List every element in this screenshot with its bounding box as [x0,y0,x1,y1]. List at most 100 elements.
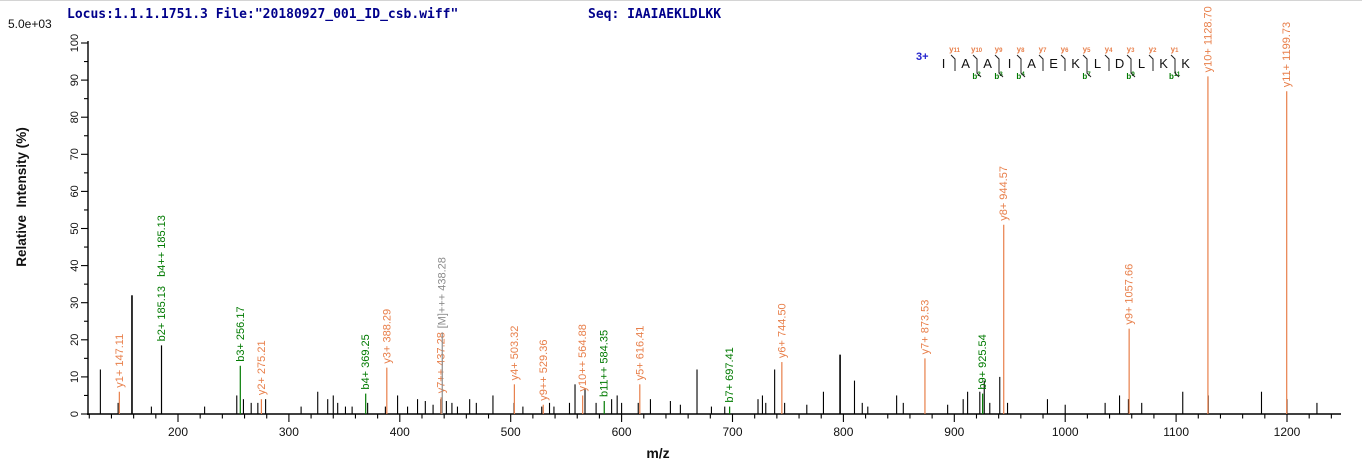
x-tick-label: 500 [501,425,521,439]
x-tick-label: 800 [833,425,853,439]
annotated-peak: y11+ 1199.73 [1281,22,1293,414]
y-ion-label: y 11 [949,45,960,54]
annotated-peak: y9++ 529.36 [538,340,550,414]
annotated-peak: y2+ 275.21 [256,340,268,414]
peak-label: y6+ 744.50 [776,303,788,358]
x-tick-label: 300 [279,425,299,439]
y-tick-label: 90 [69,74,81,86]
peak-label: b11++ 584.35 [599,330,611,397]
peak-label: y9++ 529.36 [538,340,550,401]
annotated-peak: b2+ 185.13 b4++ 185.13 [156,215,168,414]
y-axis-title: Relative Intensity (%) [14,127,29,267]
annotated-peak: b7+ 697.41 [724,347,736,414]
residue-letter: E [1049,55,1058,71]
peak-label: y7++ 437.28 [436,332,448,393]
residue-cell: A [1026,39,1038,85]
residue-letter: I [1007,55,1012,71]
residue-letter: A [961,55,970,71]
peak-label: y11+ 1199.73 [1281,22,1293,87]
x-tick-label: 600 [612,425,632,439]
residue-letter: K [1159,55,1168,71]
annotated-peak: b9+ 925.54 [977,334,989,414]
fragment-separator: y 11 [949,39,960,85]
residue-letter: K [1071,55,1080,71]
peak-label: [M]+++ 438.28 [437,257,449,328]
intensity-scale-label: 5.0e+03 [8,17,52,31]
residue-letter: L [1137,55,1146,71]
residue-cell: A [982,39,994,85]
locus-file-header: Locus:1.1.1.1751.3 File:"20180927_001_ID… [67,7,459,22]
annotated-peak: y8+ 944.57 [998,166,1010,414]
residue-cell: D [1114,39,1126,85]
annotated-peak: y1+ 147.11 [114,334,126,414]
fragment-separator: y 10 b 2 [971,39,982,85]
fragment-mark [972,54,981,78]
peak-label: y10++ 564.88 [577,324,589,391]
residue-letter: A [983,55,992,71]
y-tick-label: 0 [69,411,81,417]
x-tick-label: 1200 [1274,425,1301,439]
y-tick-label: 60 [69,185,81,197]
residue-cell: E [1048,39,1060,85]
y-tick-label: 70 [69,148,81,160]
residue-letter: I [941,55,946,71]
x-tick-label: 400 [390,425,410,439]
fragment-separator: y 1 b 11 [1169,39,1180,85]
peak-label: y7+ 873.53 [919,300,931,355]
residue-cell: A [960,39,972,85]
peak-label: y1+ 147.11 [114,334,126,388]
background-peaks [99,295,1318,414]
sequence-header: Seq: IAAIAEKLDLKK [588,7,722,22]
y-tick-label: 20 [69,334,81,346]
fragment-mark [1082,54,1091,78]
annotated-peak: b11++ 584.35 [599,330,611,414]
y-tick-label: 30 [69,297,81,309]
residue-letter: D [1114,55,1125,71]
precursor-charge: 3+ [916,51,929,63]
peak-label: b9+ 925.54 [977,334,989,389]
peak-label: y8+ 944.57 [998,166,1010,221]
peak-label: y3+ 388.29 [381,309,393,364]
x-tick-label: 1100 [1163,425,1189,439]
annotated-peak: y7++ 437.28 [436,332,448,414]
annotated-peak: b4+ 369.25 [360,334,372,414]
y-tick-label: 100 [69,34,81,52]
peak-label: b2+ 185.13 [156,286,168,341]
annotated-peak: y10++ 564.88 [577,324,589,414]
y-tick-label: 40 [69,259,81,271]
y-tick-label: 50 [69,222,81,234]
axes: 0 10 20 30 40 50 60 70 80 90 100 200 300 400 500 600 700… [69,34,1341,439]
peak-label: b7+ 697.41 [724,347,736,402]
y-tick-label: 10 [69,371,81,383]
residue-cell: K [1158,39,1170,85]
x-tick-label: 200 [168,425,188,439]
annotated-peak: y4+ 503.32 [509,326,521,414]
residue-letter: L [1093,55,1102,71]
residue-cell: K [1070,39,1082,85]
peak-label: y10+ 1128.70 [1202,6,1214,72]
peak-label: b4+ 369.25 [360,334,372,389]
annotated-peak: b3+ 256.17 [235,306,247,414]
annotated-peak: y5+ 616.41 [634,326,646,414]
residue-cell: L [1136,39,1148,85]
fragment-mark [950,54,956,71]
annotated-peak: y9+ 1057.66 [1124,264,1136,414]
peak-label: y4+ 503.32 [509,326,521,381]
